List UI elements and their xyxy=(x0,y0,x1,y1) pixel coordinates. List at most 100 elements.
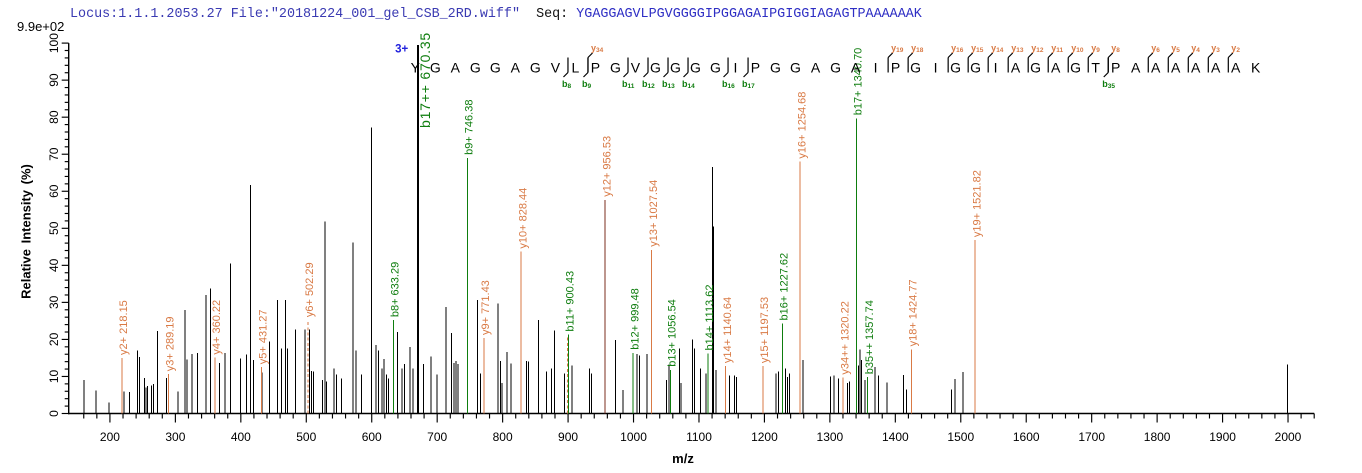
precursor-charge-label: 3+ xyxy=(395,44,408,56)
x-tick-label: 900 xyxy=(558,430,578,444)
y-fragment-label: y18 xyxy=(911,43,924,54)
b-fragment-tick-foot xyxy=(723,72,729,78)
b-fragment-tick-foot xyxy=(643,72,649,78)
y-fragment-label-main: y xyxy=(1191,43,1196,53)
x-tick-label: 400 xyxy=(231,430,251,444)
y-fragment-label: y6 xyxy=(1151,43,1160,54)
y-fragment-tick-foot xyxy=(1187,52,1194,58)
b-fragment-label-sub: 16 xyxy=(728,83,736,90)
y-fragment-label-sub: 5 xyxy=(1176,47,1180,54)
b-fragment-label-main: b xyxy=(742,79,748,89)
sequence-residue: V xyxy=(631,60,641,76)
peak-label-b14+: b14+ 1113.62 xyxy=(704,285,716,351)
y-fragment-label-main: y xyxy=(911,43,916,53)
sequence-residue: A xyxy=(1011,60,1021,76)
b-fragment-label-sub: 14 xyxy=(688,83,696,90)
y-fragment-label-main: y xyxy=(1091,43,1096,53)
sequence-residue: P xyxy=(751,60,760,76)
y-fragment-tick-foot xyxy=(1227,52,1234,58)
y-fragment-label: y19 xyxy=(891,43,904,54)
sequence-residue: A xyxy=(1231,60,1241,76)
b-fragment-tick-foot xyxy=(683,72,689,78)
peak-label-b9+: b9+ 746.38 xyxy=(464,100,476,155)
sequence-residue: G xyxy=(670,60,681,76)
y-fragment-label-main: y xyxy=(591,43,596,53)
b-fragment-label-main: b xyxy=(682,79,688,89)
y-fragment-label: y4 xyxy=(1191,43,1200,54)
sequence-residue: G xyxy=(790,60,801,76)
x-tick-label: 1800 xyxy=(1144,430,1171,444)
y-tick-label: 10 xyxy=(47,369,61,383)
sequence-residue: G xyxy=(1070,60,1081,76)
peak-label-b16+: b16+ 1227.62 xyxy=(779,253,791,321)
y-fragment-label-sub: 18 xyxy=(916,47,924,54)
sequence-residue: I xyxy=(734,60,738,76)
sequence-residue: L xyxy=(571,60,579,76)
b-fragment-label: b11 xyxy=(622,79,635,90)
peak-label-y2+: y2+ 218.15 xyxy=(118,300,130,355)
x-tick-label: 1000 xyxy=(620,430,647,444)
peak-label-y10+: y10+ 828.44 xyxy=(517,188,529,249)
b-fragment-tick-foot xyxy=(583,72,589,78)
y-tick-label: 40 xyxy=(47,258,61,272)
peak-label-y13+: y13+ 1027.54 xyxy=(648,180,660,247)
b-fragment-label-main: b xyxy=(642,79,648,89)
y-fragment-label: y14 xyxy=(991,43,1004,54)
b-fragment-label-main: b xyxy=(662,79,668,89)
sequence-residue: G xyxy=(470,60,481,76)
y-fragment-label-sub: 11 xyxy=(1056,47,1063,54)
y-fragment-label: y8 xyxy=(1111,43,1120,54)
sequence-residue: G xyxy=(970,60,981,76)
x-tick-label: 600 xyxy=(362,430,382,444)
b-fragment-tick-foot xyxy=(1103,72,1109,78)
y-fragment-label-main: y xyxy=(991,43,996,53)
y-fragment-label-main: y xyxy=(1171,43,1176,53)
peak-label-y9+: y9+ 771.43 xyxy=(480,280,492,335)
b-fragment-label-sub: 35 xyxy=(1108,83,1116,90)
peak-label-y4+: y4+ 360.22 xyxy=(211,300,223,355)
x-tick-label: 1700 xyxy=(1078,430,1105,444)
sequence-residue: P xyxy=(1111,60,1120,76)
peak-label-b35++: b35++ 1357.74 xyxy=(864,300,876,374)
peak-label-b17++: b17++ 670.35 xyxy=(417,32,433,128)
sequence-residue: T xyxy=(1091,60,1100,76)
y-fragment-label-sub: 3 xyxy=(1216,47,1220,54)
header-locus-file: Locus:1.1.1.2053.27 File:"20181224_001_g… xyxy=(70,7,520,22)
x-tick-label: 300 xyxy=(165,430,185,444)
sequence-residue: G xyxy=(530,60,541,76)
sequence-residue: G xyxy=(950,60,961,76)
y-fragment-label-main: y xyxy=(891,43,896,53)
sequence-residue: G xyxy=(710,60,721,76)
y-fragment-label-sub: 4 xyxy=(1196,47,1200,54)
b-fragment-label: b9 xyxy=(582,79,592,90)
sequence-residue: A xyxy=(1211,60,1221,76)
y-fragment-tick-foot xyxy=(1067,52,1074,58)
sequence-residue: G xyxy=(650,60,661,76)
y-fragment-label-sub: 19 xyxy=(896,47,904,54)
b-fragment-label-sub: 11 xyxy=(628,83,635,90)
b-fragment-label: b16 xyxy=(722,79,735,90)
sequence-residue: G xyxy=(830,60,841,76)
y-fragment-tick-foot xyxy=(967,52,974,58)
x-tick-label: 1500 xyxy=(947,430,974,444)
intensity-scale-label: 9.9e+02 xyxy=(17,19,65,34)
x-tick-label: 500 xyxy=(296,430,316,444)
y-fragment-tick-foot xyxy=(1027,52,1034,58)
sequence-residue: I xyxy=(934,60,938,76)
sequence-residue: I xyxy=(874,60,878,76)
x-tick-label: 1900 xyxy=(1209,430,1236,444)
x-tick-label: 1300 xyxy=(817,430,844,444)
y-fragment-label-main: y xyxy=(1231,43,1236,53)
y-fragment-label-sub: 15 xyxy=(976,47,984,54)
y-fragment-label-main: y xyxy=(1111,43,1116,53)
peak-label-b17+: b17+ 1340.70 xyxy=(853,48,865,116)
y-fragment-label-main: y xyxy=(1071,43,1076,53)
peak-label-y14+: y14+ 1140.64 xyxy=(722,297,734,363)
y-fragment-tick-foot xyxy=(1087,52,1094,58)
y-fragment-label: y16 xyxy=(951,43,964,54)
sequence-residue: G xyxy=(610,60,621,76)
y-fragment-label: y11 xyxy=(1051,43,1063,54)
y-tick-label: 50 xyxy=(47,221,61,235)
sequence-residue: A xyxy=(451,60,461,76)
